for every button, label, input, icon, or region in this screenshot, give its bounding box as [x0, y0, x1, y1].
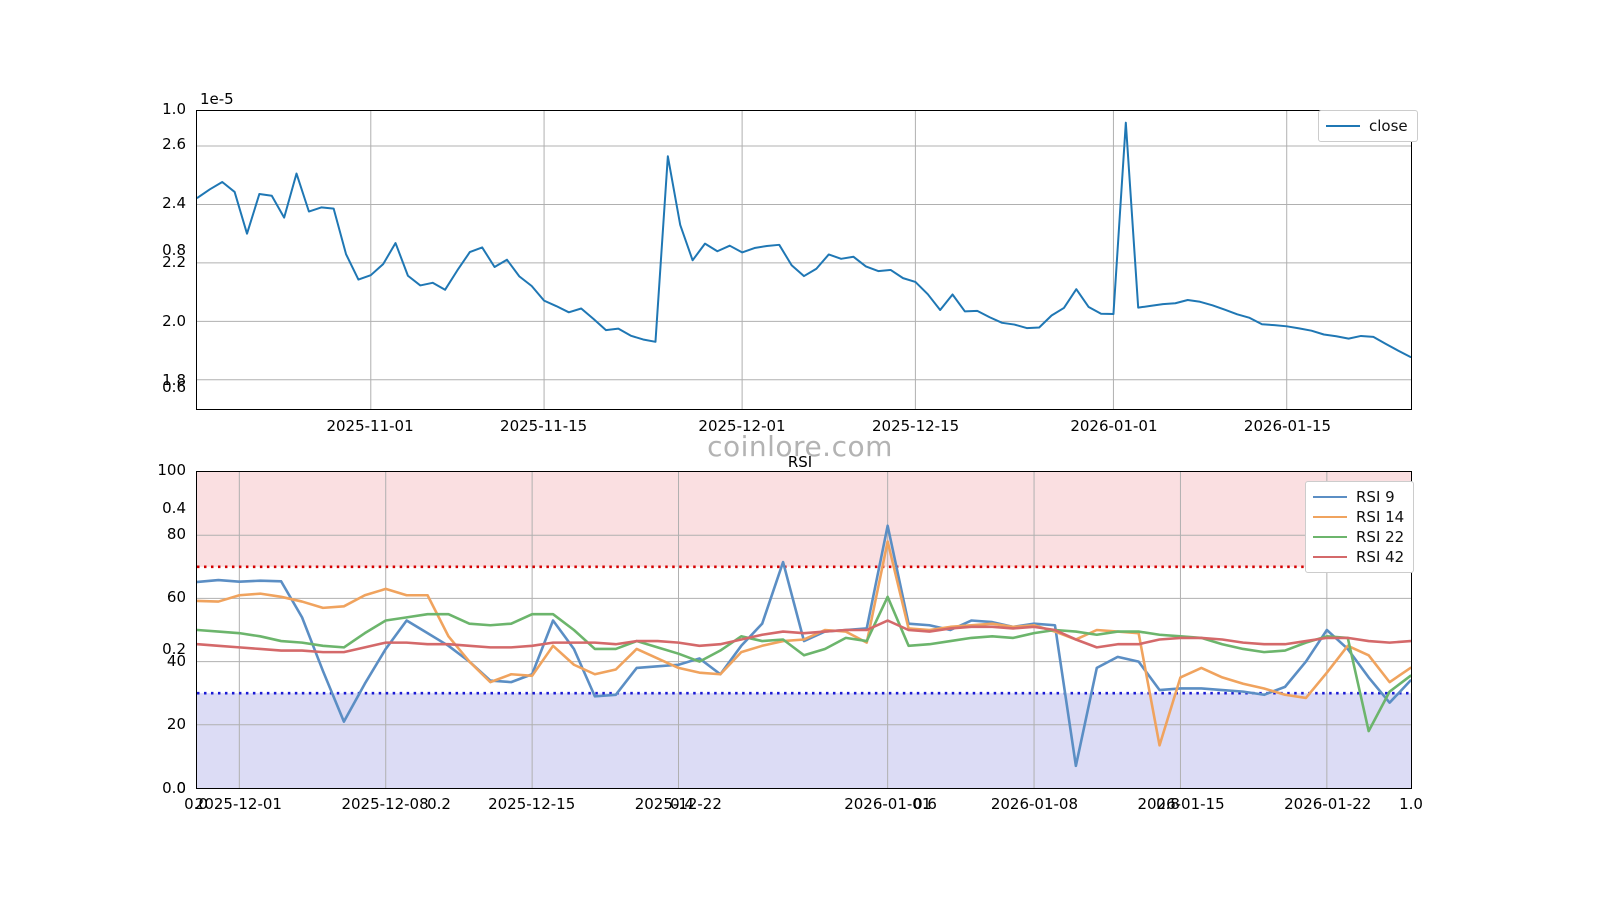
rsi-x-tick-0: 2025-12-01	[194, 795, 282, 813]
rsi-x-tick-6: 2026-01-15	[1137, 795, 1225, 813]
legend-color-swatch-icon	[1313, 516, 1347, 518]
rsi-y-tick-20: 20	[166, 715, 186, 734]
rsi-x-tick-overlay-3: 0.6	[913, 795, 937, 813]
rsi-y-tick-60: 60	[166, 588, 186, 607]
legend-color-swatch-icon	[1313, 556, 1347, 558]
price-y-tick-overlay-1: 0.8	[162, 240, 186, 259]
rsi-x-tick-4: 2026-01-01	[844, 795, 932, 813]
rsi-x-tick-5: 2026-01-08	[990, 795, 1079, 813]
price-exponent-label: 1e-5	[200, 90, 234, 108]
price-y-tick-2.0: 2.0	[162, 311, 186, 330]
price-x-tick-5: 2026-01-15	[1243, 417, 1332, 435]
price-chart-plot	[196, 110, 1412, 410]
rsi-y-tick-100: 100	[157, 461, 186, 479]
legend-color-swatch-icon	[1313, 536, 1347, 538]
price-y-tick-overlay-2: 0.6	[162, 377, 186, 396]
rsi-x-tick-2: 2025-12-15	[488, 795, 576, 813]
rsi-series-line	[197, 595, 1411, 733]
rsi-y-tick-40: 40	[166, 651, 186, 670]
price-legend-item[interactable]: close	[1326, 116, 1408, 136]
legend-item-label: RSI 9	[1356, 488, 1395, 506]
rsi-legend-item[interactable]: RSI 22	[1313, 527, 1404, 547]
rsi-y-tick-80: 80	[166, 524, 186, 543]
rsi-x-tick-overlay-1: 0.2	[427, 795, 451, 813]
price-y-tick-overlay-0: 1.0	[162, 100, 186, 118]
rsi-x-tick-overlay-5: 1.0	[1399, 795, 1423, 813]
price-legend[interactable]: close	[1318, 110, 1418, 142]
price-x-tick-0: 2025-11-01	[326, 417, 414, 435]
rsi-y-tick-0: 0	[176, 779, 186, 797]
legend-color-swatch-icon	[1326, 125, 1360, 127]
price-y-tick-1.8: 1.8	[162, 370, 186, 389]
rsi-legend[interactable]: RSI 9 RSI 14 RSI 22 RSI 42	[1305, 481, 1415, 573]
rsi-x-tick-overlay-4: 0.8	[1156, 795, 1180, 813]
rsi-series-line	[197, 524, 1411, 768]
price-y-tick-2.2: 2.2	[162, 252, 186, 271]
legend-item-label: RSI 42	[1356, 548, 1405, 566]
legend-color-swatch-icon	[1313, 496, 1347, 498]
rsi-series-line	[197, 619, 1411, 654]
rsi-panel-title: RSI	[787, 453, 813, 471]
rsi-x-tick-overlay-0: 0.0	[184, 795, 208, 813]
legend-item-label: RSI 14	[1356, 508, 1405, 526]
rsi-chart-plot	[196, 471, 1412, 789]
rsi-legend-item[interactable]: RSI 14	[1313, 507, 1404, 527]
rsi-y-tick-overlay-0: 0.4	[162, 499, 186, 517]
price-x-tick-3: 2025-12-15	[871, 417, 960, 435]
rsi-band	[197, 693, 1411, 788]
price-x-tick-4: 2026-01-01	[1070, 417, 1158, 435]
rsi-x-tick-7: 2026-01-22	[1284, 795, 1372, 813]
rsi-lines-svg	[197, 472, 1411, 788]
rsi-x-tick-1: 2025-12-08	[341, 795, 429, 813]
rsi-x-tick-overlay-2: 0.4	[670, 795, 694, 813]
rsi-legend-item[interactable]: RSI 42	[1313, 547, 1404, 567]
legend-item-label: close	[1369, 117, 1408, 135]
price-x-tick-2: 2025-12-01	[698, 417, 786, 435]
watermark: coinlore.com	[707, 430, 893, 463]
price-y-tick-2.6: 2.6	[162, 135, 186, 154]
rsi-y-tick-overlay-2: 0.0	[162, 779, 186, 797]
rsi-x-tick-3: 2025-12-22	[634, 795, 722, 813]
rsi-series-line	[197, 540, 1411, 747]
rsi-legend-item[interactable]: RSI 9	[1313, 487, 1404, 507]
legend-item-label: RSI 22	[1356, 528, 1405, 546]
rsi-band	[197, 472, 1411, 567]
price-line-svg	[197, 111, 1411, 409]
price-x-tick-1: 2025-11-15	[500, 417, 588, 435]
price-y-tick-2.4: 2.4	[162, 194, 186, 213]
rsi-y-tick-overlay-1: 0.2	[162, 639, 186, 658]
